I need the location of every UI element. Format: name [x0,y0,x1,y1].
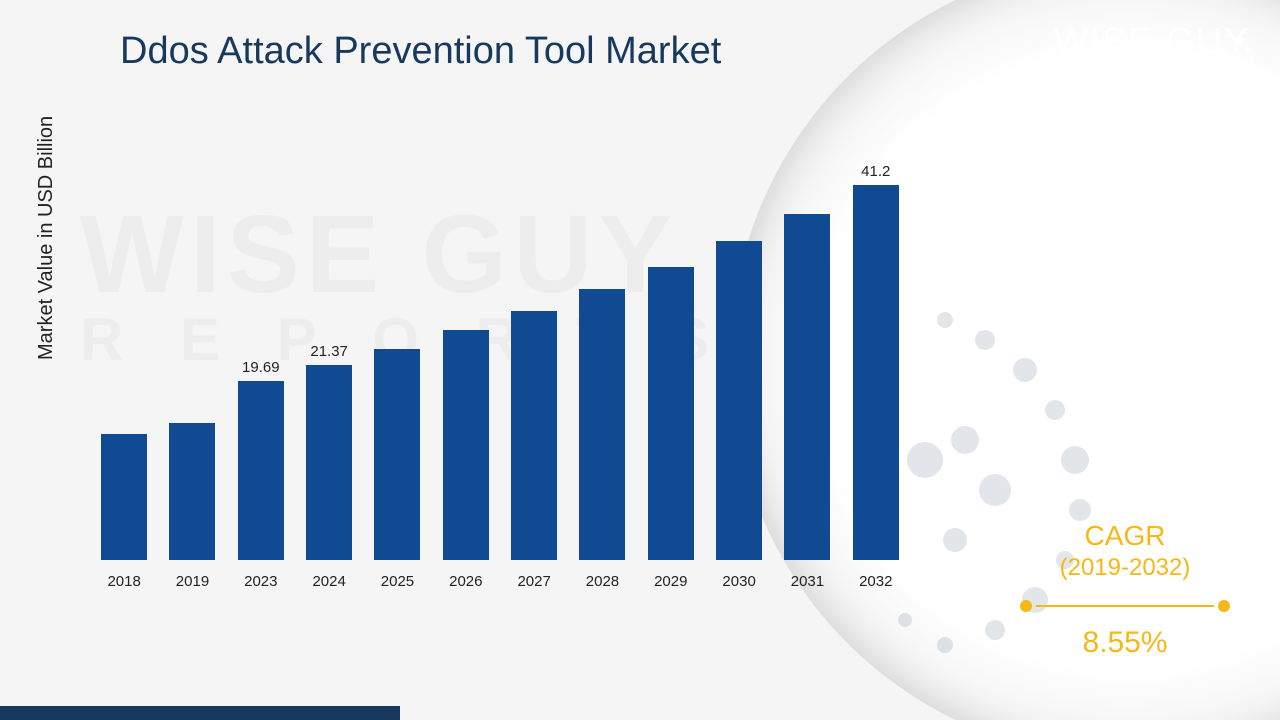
x-tick-label: 2031 [777,573,837,590]
bar [784,214,830,560]
chart-area: 19.6921.3741.2 2018201920232024202520262… [90,150,910,590]
bar-group [504,289,564,560]
x-tick-label: 2024 [299,573,359,590]
bar-group [641,245,701,560]
dot-icon [1218,600,1230,612]
x-tick-label: 2032 [846,573,906,590]
bar-group [777,192,837,560]
divider-line [1036,605,1214,607]
bar-group: 41.2 [846,163,906,560]
bar-group [367,327,427,560]
x-tick-label: 2023 [231,573,291,590]
cagr-value: 8.55% [1020,626,1230,660]
bar-group: 21.37 [299,343,359,560]
bar-group [572,267,632,560]
x-tick-label: 2028 [572,573,632,590]
cagr-label: CAGR [1020,520,1230,552]
head-icon [1200,25,1260,95]
bar-group [94,412,154,560]
bar [101,434,147,560]
bars-container: 19.69 21.37 41.2 [90,150,910,560]
bar-group [162,401,222,560]
bar [579,289,625,560]
x-tick-label: 2027 [504,573,564,590]
cagr-block: CAGR (2019-2032) 8.55% [1020,520,1230,660]
bar [648,267,694,560]
bar-group [436,308,496,560]
bar-value-label: 19.69 [242,359,280,377]
bar [238,381,284,560]
dot-icon [1020,600,1032,612]
footer-accent-bar [0,706,400,720]
x-tick-label: 2019 [162,573,222,590]
bar-group [709,219,769,560]
page-root: WISE GUY R E P O R T S WISE GUY R E P O … [0,0,1280,720]
x-tick-label: 2025 [367,573,427,590]
bar [306,365,352,560]
bar [853,185,899,560]
x-tick-label: 2030 [709,573,769,590]
bar [443,330,489,560]
bar [716,241,762,560]
x-tick-label: 2018 [94,573,154,590]
bar [511,311,557,560]
brand-logo: WISE GUY R E P O R T S [1030,20,1250,79]
x-tick-label: 2026 [436,573,496,590]
y-axis-label: Market Value in USD Billion [35,116,58,360]
bar-value-label: 21.37 [310,343,348,361]
bar [169,423,215,560]
chart-title: Ddos Attack Prevention Tool Market [120,30,721,73]
cagr-divider [1020,600,1230,612]
x-axis-labels: 2018 2019 2023 2024 2025 2026 2027 2028 2029 2030… [90,573,910,590]
x-tick-label: 2029 [641,573,701,590]
bar-group: 19.69 [231,359,291,560]
bar [374,349,420,560]
cagr-period: (2019-2032) [1020,554,1230,582]
bar-value-label: 41.2 [861,163,890,181]
